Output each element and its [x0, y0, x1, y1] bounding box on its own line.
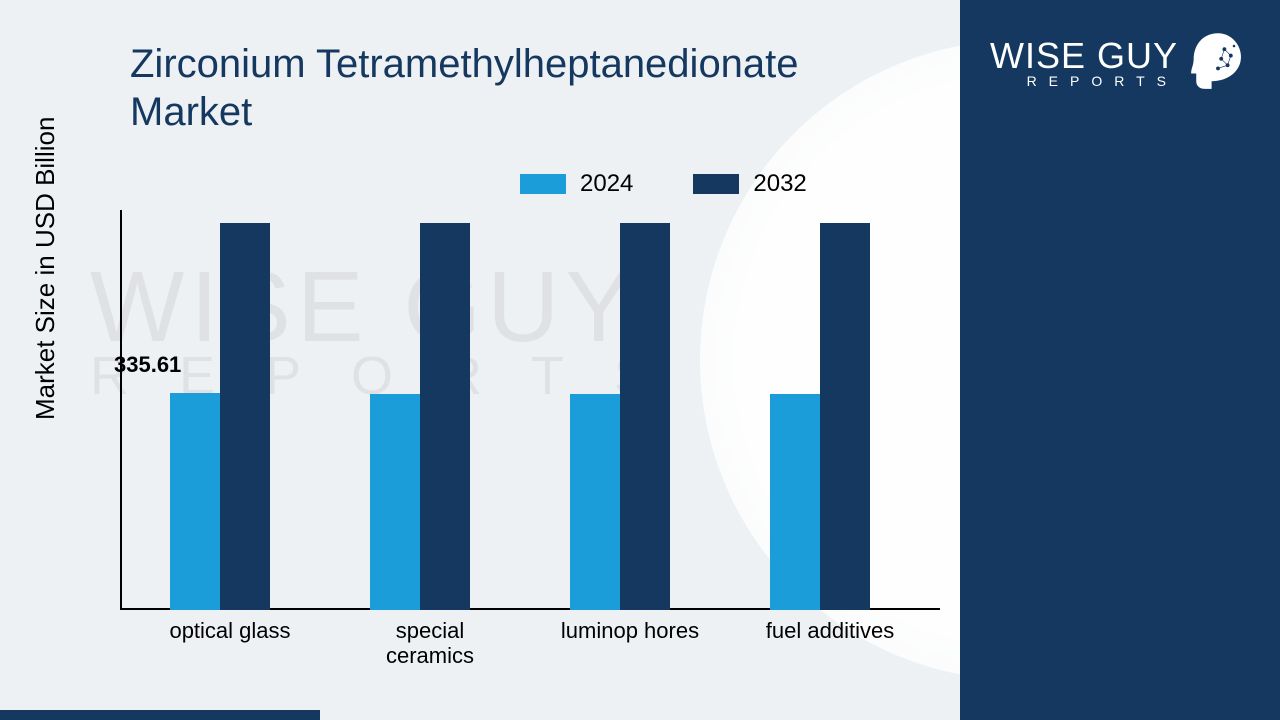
bar-group: luminop hores: [570, 223, 690, 610]
head-icon: [1186, 30, 1250, 94]
y-axis-label: Market Size in USD Billion: [30, 117, 61, 420]
bar-2032: [420, 223, 470, 610]
bar-2032: [220, 223, 270, 610]
bar-group: optical glass: [170, 223, 290, 610]
legend-item-2024: 2024: [520, 170, 633, 198]
bar-2024: [570, 394, 620, 610]
footer-accent-bar: [0, 710, 320, 720]
bar-2024: [170, 393, 220, 610]
category-label: optical glass: [160, 618, 300, 643]
legend: 2024 2032: [520, 170, 807, 198]
side-panel: [960, 0, 1280, 720]
category-label: luminop hores: [560, 618, 700, 643]
bar-2032: [620, 223, 670, 610]
logo-main-text: WISE GUY: [990, 35, 1178, 77]
bar-group: fuel additives: [770, 223, 890, 610]
bar-2024: [370, 394, 420, 610]
chart-plot-area: 335.61 optical glassspecial ceramicslumi…: [120, 210, 940, 610]
brand-logo: WISE GUY REPORTS: [990, 30, 1250, 94]
legend-swatch-2032: [693, 174, 739, 194]
legend-item-2032: 2032: [693, 170, 806, 198]
y-axis-line: [120, 210, 122, 610]
bar-2024: [770, 394, 820, 610]
bar-group: special ceramics: [370, 223, 490, 610]
legend-swatch-2024: [520, 174, 566, 194]
legend-label-2024: 2024: [580, 170, 633, 198]
legend-label-2032: 2032: [753, 170, 806, 198]
category-label: special ceramics: [360, 618, 500, 669]
page-title: Zirconium Tetramethylheptanedionate Mark…: [130, 40, 850, 136]
category-label: fuel additives: [760, 618, 900, 643]
bar-2032: [820, 223, 870, 610]
